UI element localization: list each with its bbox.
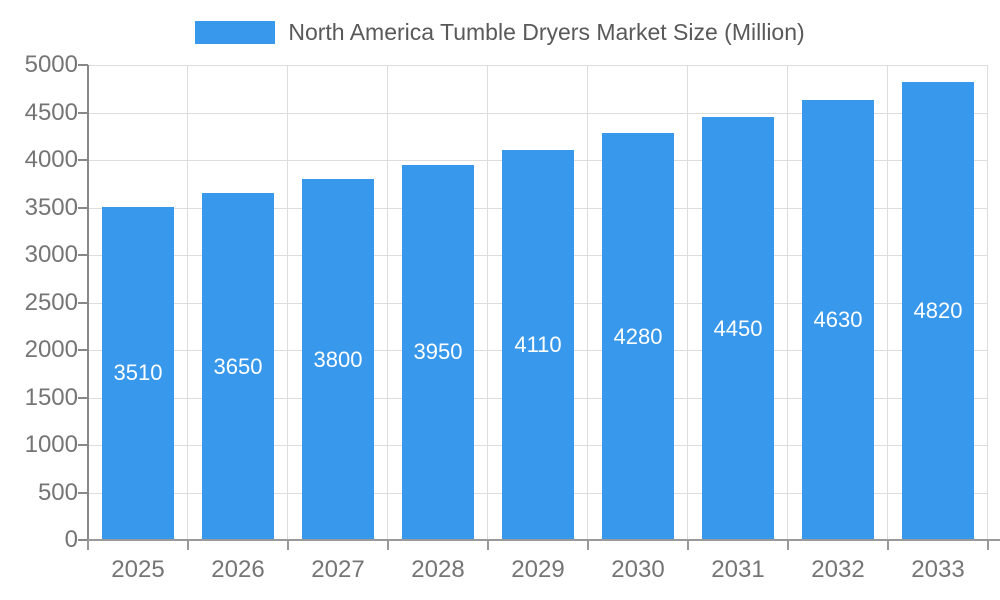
x-axis-tick-label: 2028 <box>411 556 465 583</box>
y-axis-tick <box>78 111 88 114</box>
x-axis-tick-label: 2029 <box>511 556 565 583</box>
y-axis-tick <box>78 539 88 541</box>
y-axis-tick <box>78 254 88 256</box>
v-gridline <box>187 65 188 540</box>
y-axis-tick-label: 5000 <box>24 51 78 78</box>
x-axis-tick <box>287 540 289 550</box>
v-gridline <box>987 65 988 540</box>
y-axis-tick-label: 1000 <box>24 431 78 458</box>
plot-area: 3510 3650 3800 3950 4110 4280 4450 4630 4820 <box>88 65 988 540</box>
x-axis-tick <box>887 540 889 550</box>
x-axis-tick-label: 2031 <box>711 556 765 583</box>
x-axis-tick-label: 2025 <box>111 556 165 583</box>
y-axis-tick <box>78 206 88 209</box>
legend-label: North America Tumble Dryers Market Size … <box>288 18 805 45</box>
x-axis-tick-label: 2032 <box>811 556 865 583</box>
y-axis-tick <box>78 301 88 304</box>
bar-value-label: 4630 <box>813 307 863 333</box>
v-gridline <box>487 65 488 540</box>
y-axis-tick <box>78 64 88 66</box>
bar-2033 <box>902 82 974 540</box>
bar-2025 <box>102 206 174 540</box>
y-axis-tick-label: 500 <box>37 478 78 506</box>
bar-2026 <box>202 193 274 540</box>
h-gridline <box>88 112 988 114</box>
bar-value-label: 4450 <box>713 315 763 341</box>
v-gridline <box>387 65 388 540</box>
bar-2027 <box>302 179 374 540</box>
bar-value-label: 3950 <box>413 339 463 365</box>
y-axis-tick-label: 2500 <box>24 288 78 316</box>
x-axis-tick-label: 2026 <box>211 556 265 583</box>
x-axis-tick <box>487 540 489 550</box>
x-axis-tick <box>87 540 89 550</box>
y-axis-tick <box>78 349 88 351</box>
y-axis-tick-label: 3500 <box>24 193 78 221</box>
v-gridline <box>587 65 588 540</box>
bar-value-label: 3510 <box>113 360 163 386</box>
bar-2030 <box>602 133 674 540</box>
h-gridline <box>88 65 988 66</box>
y-axis-tick <box>78 396 88 399</box>
x-axis-tick-label: 2027 <box>311 556 365 583</box>
y-axis-tick-label: 3000 <box>24 241 78 268</box>
bar-value-label: 3650 <box>213 353 263 379</box>
y-axis-tick-label: 0 <box>64 526 78 553</box>
x-axis-tick <box>687 540 689 550</box>
x-axis-tick <box>387 540 389 550</box>
x-axis-tick <box>587 540 589 550</box>
y-axis-tick <box>78 159 88 161</box>
bar-2031 <box>702 117 774 540</box>
chart-legend: North America Tumble Dryers Market Size … <box>0 12 1000 52</box>
y-axis-tick-label: 2000 <box>24 336 78 363</box>
v-gridline <box>787 65 788 540</box>
y-axis-tick <box>78 444 88 446</box>
bar-value-label: 3800 <box>313 346 363 372</box>
bar-value-label: 4820 <box>913 298 963 324</box>
x-axis-tick <box>987 540 989 550</box>
bar-2028 <box>402 164 474 540</box>
y-axis-tick <box>78 491 88 494</box>
x-axis-line <box>78 539 1000 541</box>
bar-2032 <box>802 100 874 540</box>
bar-value-label: 4110 <box>514 331 562 357</box>
v-gridline <box>887 65 888 540</box>
y-axis-tick-label: 4000 <box>24 146 78 173</box>
v-gridline <box>687 65 688 540</box>
v-gridline <box>287 65 288 540</box>
x-axis-tick-label: 2030 <box>611 556 665 583</box>
y-axis-tick-label: 4500 <box>24 98 78 126</box>
legend-color-swatch <box>195 20 276 44</box>
x-axis-tick <box>787 540 789 550</box>
y-axis-line <box>87 65 89 540</box>
x-axis-tick-label: 2033 <box>911 556 965 583</box>
x-axis-tick <box>187 540 189 550</box>
y-axis-tick-label: 1500 <box>24 383 78 411</box>
bar-2029 <box>502 149 574 540</box>
bar-value-label: 4280 <box>613 323 663 349</box>
